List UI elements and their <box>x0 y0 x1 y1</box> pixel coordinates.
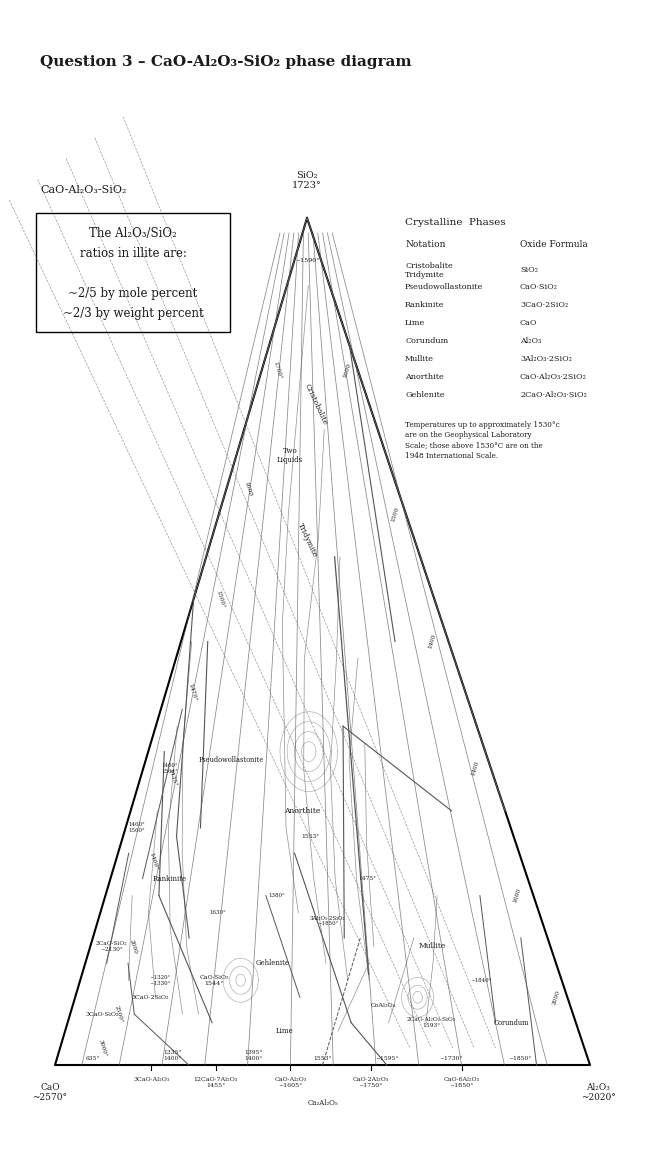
Text: CaO·Al₂O₃
~1605°: CaO·Al₂O₃ ~1605° <box>274 1077 307 1088</box>
Text: Crystalline  Phases: Crystalline Phases <box>405 218 506 227</box>
Text: 1553°: 1553° <box>301 834 319 838</box>
Text: ~1840°: ~1840° <box>471 978 492 982</box>
Text: SiO₂: SiO₂ <box>520 266 538 274</box>
Text: 1400°: 1400° <box>148 852 158 871</box>
Text: Al₂O₃: Al₂O₃ <box>520 337 541 345</box>
Text: CaO·SiO₂: CaO·SiO₂ <box>520 283 558 292</box>
Text: 2CaO·Al₂O₃·SiO₂: 2CaO·Al₂O₃·SiO₂ <box>520 391 587 399</box>
Text: Tridymite: Tridymite <box>405 271 445 279</box>
Text: 1335°
1400°: 1335° 1400° <box>163 1050 182 1061</box>
Text: 1500: 1500 <box>391 506 400 522</box>
Text: ~1850°: ~1850° <box>509 1056 532 1061</box>
Text: 1380°: 1380° <box>268 893 285 898</box>
Text: 2000: 2000 <box>129 938 138 954</box>
Text: 1500°: 1500° <box>215 590 226 609</box>
Text: 1470°: 1470° <box>188 683 198 701</box>
Text: 1460°
1560°: 1460° 1560° <box>128 822 145 834</box>
Text: Mullite: Mullite <box>405 355 434 363</box>
Text: 1460°
1564°: 1460° 1564° <box>162 763 178 774</box>
Text: CaO-Al₂O₃-SiO₂: CaO-Al₂O₃-SiO₂ <box>40 185 126 196</box>
Text: CaO·SiO₂
1544°: CaO·SiO₂ 1544° <box>199 975 229 986</box>
Text: Cristobalite: Cristobalite <box>405 262 453 271</box>
Text: CaO·2Al₂O₃
~1750°: CaO·2Al₂O₃ ~1750° <box>352 1077 389 1088</box>
FancyBboxPatch shape <box>36 213 230 333</box>
Text: Two
Liquids: Two Liquids <box>277 446 303 464</box>
Text: CaO
~2570°: CaO ~2570° <box>32 1083 68 1102</box>
Text: 2CaO·SiO₂
~2130°: 2CaO·SiO₂ ~2130° <box>96 941 127 952</box>
Text: ~1730°: ~1730° <box>439 1056 463 1061</box>
Text: Ca₂Al₂O₅: Ca₂Al₂O₅ <box>307 1100 338 1107</box>
Text: Gehlenite: Gehlenite <box>405 391 445 399</box>
Text: 3000°: 3000° <box>98 1039 108 1057</box>
Text: Cristobalite: Cristobalite <box>303 382 329 426</box>
Text: 1395°
1400°: 1395° 1400° <box>244 1050 262 1061</box>
Text: 3Al₂O₃·2SiO₂: 3Al₂O₃·2SiO₂ <box>520 355 572 363</box>
Text: 2000: 2000 <box>552 989 561 1005</box>
Text: CaO·Al₂O₃·2SiO₂: CaO·Al₂O₃·2SiO₂ <box>520 374 587 381</box>
Text: Lime: Lime <box>405 319 425 327</box>
Text: Oxide Formula: Oxide Formula <box>520 240 588 249</box>
Text: Al₂O₃
~2020°: Al₂O₃ ~2020° <box>580 1083 616 1102</box>
Text: ~1595°: ~1595° <box>375 1056 398 1061</box>
Text: 1553°: 1553° <box>313 1056 332 1061</box>
Text: 1400: 1400 <box>471 760 480 776</box>
Text: 3CaO·2SiO₂: 3CaO·2SiO₂ <box>520 301 568 309</box>
Text: 635°: 635° <box>85 1056 99 1061</box>
Text: Lime: Lime <box>276 1027 293 1035</box>
Text: 3CaO·Al₂O₃: 3CaO·Al₂O₃ <box>133 1077 170 1082</box>
Text: 3CaO·2SiO₂: 3CaO·2SiO₂ <box>131 994 169 1000</box>
Text: 3Al₂O₃·2SiO₂
~1850°: 3Al₂O₃·2SiO₂ ~1850° <box>310 916 346 926</box>
Text: 12CaO·7Al₂O₃
1455°: 12CaO·7Al₂O₃ 1455° <box>194 1077 238 1088</box>
Text: 1600: 1600 <box>243 481 252 497</box>
Text: Pseudowollastonite: Pseudowollastonite <box>405 283 484 292</box>
Text: Corundum: Corundum <box>494 1019 529 1027</box>
Text: Anorthite: Anorthite <box>405 374 444 381</box>
Text: Pseudowollastonite: Pseudowollastonite <box>199 756 264 765</box>
Text: CaO·6Al₂O₃
~1850°: CaO·6Al₂O₃ ~1850° <box>443 1077 480 1088</box>
Text: Question 3 – CaO-Al₂O₃-SiO₂ phase diagram: Question 3 – CaO-Al₂O₃-SiO₂ phase diagra… <box>40 55 411 69</box>
Text: ~1320°
~1330°: ~1320° ~1330° <box>150 975 171 986</box>
Text: Notation: Notation <box>405 240 445 249</box>
Text: 1600: 1600 <box>513 888 522 904</box>
Text: 1400: 1400 <box>428 634 437 650</box>
Text: Rankinite: Rankinite <box>152 875 187 883</box>
Text: Corundum: Corundum <box>405 337 448 345</box>
Text: CaO: CaO <box>520 319 538 327</box>
Text: ~1590°: ~1590° <box>296 258 320 262</box>
Text: 1435°: 1435° <box>168 767 178 787</box>
Text: Mullite: Mullite <box>419 943 447 951</box>
Text: Temperatures up to approximately 1530°c
are on the Geophysical Laboratory
Scale;: Temperatures up to approximately 1530°c … <box>405 422 560 460</box>
Text: Tridymite: Tridymite <box>296 521 319 559</box>
Text: 2CaO·Al₂O₃·SiO₂
1593°: 2CaO·Al₂O₃·SiO₂ 1593° <box>407 1018 456 1028</box>
Text: 1630°: 1630° <box>210 910 226 915</box>
Text: Rankinite: Rankinite <box>405 301 445 309</box>
Text: 1475°: 1475° <box>358 876 376 881</box>
Text: Gehlenite: Gehlenite <box>255 959 289 967</box>
Text: The Al₂O₃/SiO₂
ratios in illite are:

~2/5 by mole percent
~2/3 by weight percen: The Al₂O₃/SiO₂ ratios in illite are: ~2/… <box>62 227 203 320</box>
Text: 1700°: 1700° <box>272 361 283 379</box>
Text: 1600: 1600 <box>343 363 352 378</box>
Text: Anorthite: Anorthite <box>283 807 320 815</box>
Text: CoAl₂O₄: CoAl₂O₄ <box>370 1004 395 1008</box>
Text: 2500°: 2500° <box>113 1005 124 1023</box>
Text: SiO₂
1723°: SiO₂ 1723° <box>292 171 322 190</box>
Text: 3CaO·SiO₂: 3CaO·SiO₂ <box>85 1012 119 1016</box>
